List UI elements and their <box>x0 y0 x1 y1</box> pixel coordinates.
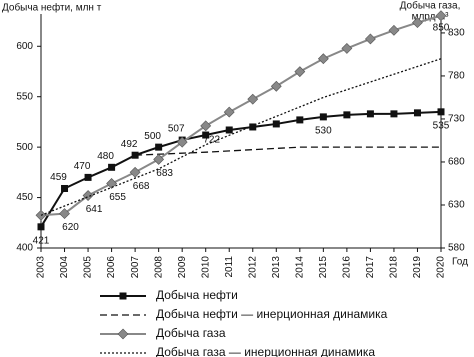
marker <box>317 53 329 65</box>
marker <box>413 109 421 117</box>
marker <box>366 110 374 118</box>
y2-tick-label: 730 <box>448 114 465 125</box>
y-tick-label: 550 <box>16 91 33 102</box>
value-label: 850 <box>433 22 450 33</box>
marker <box>61 184 69 192</box>
value-label: 722 <box>203 134 220 145</box>
marker <box>319 113 327 121</box>
series-line <box>40 14 442 217</box>
marker <box>249 123 257 131</box>
marker <box>155 143 163 151</box>
legend-label: Добыча нефти <box>156 288 238 302</box>
marker <box>437 108 445 116</box>
marker <box>341 42 353 54</box>
marker <box>108 163 116 171</box>
value-label: 530 <box>315 126 332 137</box>
x-tick-label: 2009 <box>177 256 188 279</box>
legend-label: Добыча нефти — инерционная динамика <box>156 307 388 321</box>
x-tick-label: 2011 <box>224 256 235 278</box>
marker <box>82 190 94 201</box>
series-line <box>40 58 442 216</box>
x-tick-label: 2018 <box>389 256 400 279</box>
marker <box>296 116 304 124</box>
y2-tick-label: 580 <box>448 243 465 254</box>
marker <box>106 178 118 189</box>
marker <box>272 120 280 128</box>
value-label: 459 <box>50 172 67 183</box>
x-tick-label: 2004 <box>59 256 70 279</box>
legend-label: Добыча газа — инерционная динамика <box>156 345 375 357</box>
x-axis-title: Год <box>452 257 468 268</box>
value-label: 641 <box>86 204 103 215</box>
x-tick-label: 2019 <box>412 256 423 279</box>
y2-axis-title: млрд м³ <box>412 12 450 23</box>
x-tick-label: 2010 <box>200 256 211 279</box>
marker <box>117 328 129 340</box>
marker <box>435 10 447 22</box>
legend-label: Добыча газа <box>156 326 226 340</box>
marker <box>388 24 400 36</box>
marker <box>364 33 376 45</box>
marker <box>37 223 45 231</box>
x-tick-label: 2020 <box>436 256 447 279</box>
marker <box>153 153 165 165</box>
y2-tick-label: 780 <box>448 71 465 82</box>
marker <box>390 110 398 118</box>
y-tick-label: 450 <box>16 192 33 203</box>
y-tick-label: 400 <box>16 243 33 254</box>
y-axis-title: Добыча нефти, млн т <box>2 2 102 14</box>
marker <box>294 66 306 78</box>
value-label: 620 <box>62 222 79 233</box>
value-label: 507 <box>168 124 185 135</box>
value-label: 500 <box>144 131 161 142</box>
y2-tick-label: 680 <box>448 157 465 168</box>
y-tick-label: 500 <box>16 142 33 153</box>
x-tick-label: 2008 <box>153 256 164 279</box>
marker <box>202 131 210 139</box>
marker <box>223 106 235 118</box>
x-tick-label: 2013 <box>271 256 282 279</box>
marker <box>270 80 282 92</box>
y2-tick-label: 830 <box>448 28 465 39</box>
marker <box>129 166 141 178</box>
value-label: 668 <box>133 181 150 192</box>
x-tick-label: 2012 <box>247 256 258 279</box>
marker <box>225 126 233 134</box>
marker <box>176 136 188 148</box>
x-tick-label: 2014 <box>294 256 305 279</box>
x-tick-label: 2003 <box>36 256 47 279</box>
y2-axis-title: Добыча газа, <box>400 0 461 12</box>
x-tick-label: 2015 <box>318 256 329 279</box>
value-label: 470 <box>74 161 91 172</box>
series-line <box>40 110 442 228</box>
x-tick-label: 2006 <box>106 256 117 279</box>
marker <box>84 173 92 181</box>
marker <box>412 17 423 29</box>
marker <box>200 120 212 132</box>
x-tick-label: 2017 <box>365 256 376 279</box>
value-label: 535 <box>433 120 450 131</box>
marker <box>247 93 259 105</box>
x-tick-label: 2016 <box>342 256 353 279</box>
value-label: 492 <box>121 139 138 150</box>
marker <box>59 208 70 220</box>
series-line <box>135 146 441 156</box>
value-label: 421 <box>33 235 50 246</box>
marker <box>119 292 127 300</box>
y2-tick-label: 630 <box>448 200 465 211</box>
value-label: 655 <box>109 192 126 203</box>
value-label: 480 <box>97 151 114 162</box>
x-tick-label: 2007 <box>130 256 141 279</box>
x-tick-label: 2005 <box>83 256 94 279</box>
value-label: 683 <box>156 168 173 179</box>
y-tick-label: 600 <box>16 41 33 52</box>
marker <box>343 111 351 119</box>
